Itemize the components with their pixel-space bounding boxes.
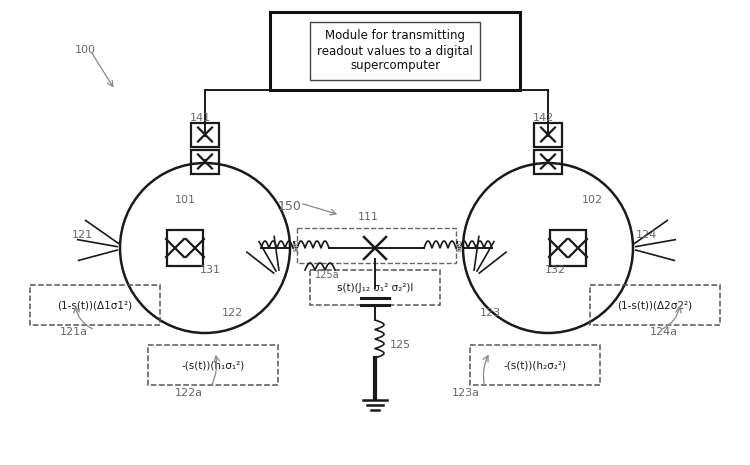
Bar <box>191 150 219 173</box>
Text: 121a: 121a <box>60 327 88 337</box>
Bar <box>167 230 203 266</box>
Text: 125a: 125a <box>315 270 340 280</box>
Text: 100: 100 <box>75 45 96 55</box>
Text: 124: 124 <box>636 230 657 240</box>
Text: 142: 142 <box>533 113 554 123</box>
Text: 102: 102 <box>582 195 603 205</box>
Bar <box>310 270 440 305</box>
Text: -(s(t))(h₁σ₁²): -(s(t))(h₁σ₁²) <box>182 360 244 370</box>
Bar <box>270 12 520 90</box>
Text: 121: 121 <box>72 230 93 240</box>
Text: 132: 132 <box>545 265 566 275</box>
Bar <box>590 285 720 325</box>
Text: 141: 141 <box>190 113 211 123</box>
Text: 122a: 122a <box>175 388 203 398</box>
Bar <box>470 345 600 385</box>
Text: 124a: 124a <box>650 327 678 337</box>
Text: -(s(t))(h₂σ₂²): -(s(t))(h₂σ₂²) <box>503 360 566 370</box>
Bar <box>456 241 460 251</box>
Text: 123a: 123a <box>452 388 480 398</box>
Text: (1-s(t))(Δ1σ1²): (1-s(t))(Δ1σ1²) <box>58 300 133 310</box>
Text: Module for transmitting
readout values to a digital
supercomputer: Module for transmitting readout values t… <box>317 29 473 73</box>
Text: 122: 122 <box>222 308 243 318</box>
Bar <box>534 150 562 173</box>
Text: 131: 131 <box>200 265 221 275</box>
Text: 125: 125 <box>390 340 411 350</box>
Bar <box>148 345 278 385</box>
Bar <box>30 285 160 325</box>
Bar <box>310 22 480 80</box>
Text: 123: 123 <box>480 308 501 318</box>
Bar <box>297 228 456 263</box>
Text: 111: 111 <box>358 212 379 222</box>
Text: 150: 150 <box>278 200 302 213</box>
Text: 101: 101 <box>175 195 196 205</box>
Text: s(t)(J₁₂ σ₁² σ₂²)I: s(t)(J₁₂ σ₁² σ₂²)I <box>337 283 413 292</box>
Bar <box>534 122 562 146</box>
Bar <box>550 230 586 266</box>
Bar <box>191 122 219 146</box>
Bar <box>293 241 297 251</box>
Text: (1-s(t))(Δ2σ2²): (1-s(t))(Δ2σ2²) <box>617 300 692 310</box>
